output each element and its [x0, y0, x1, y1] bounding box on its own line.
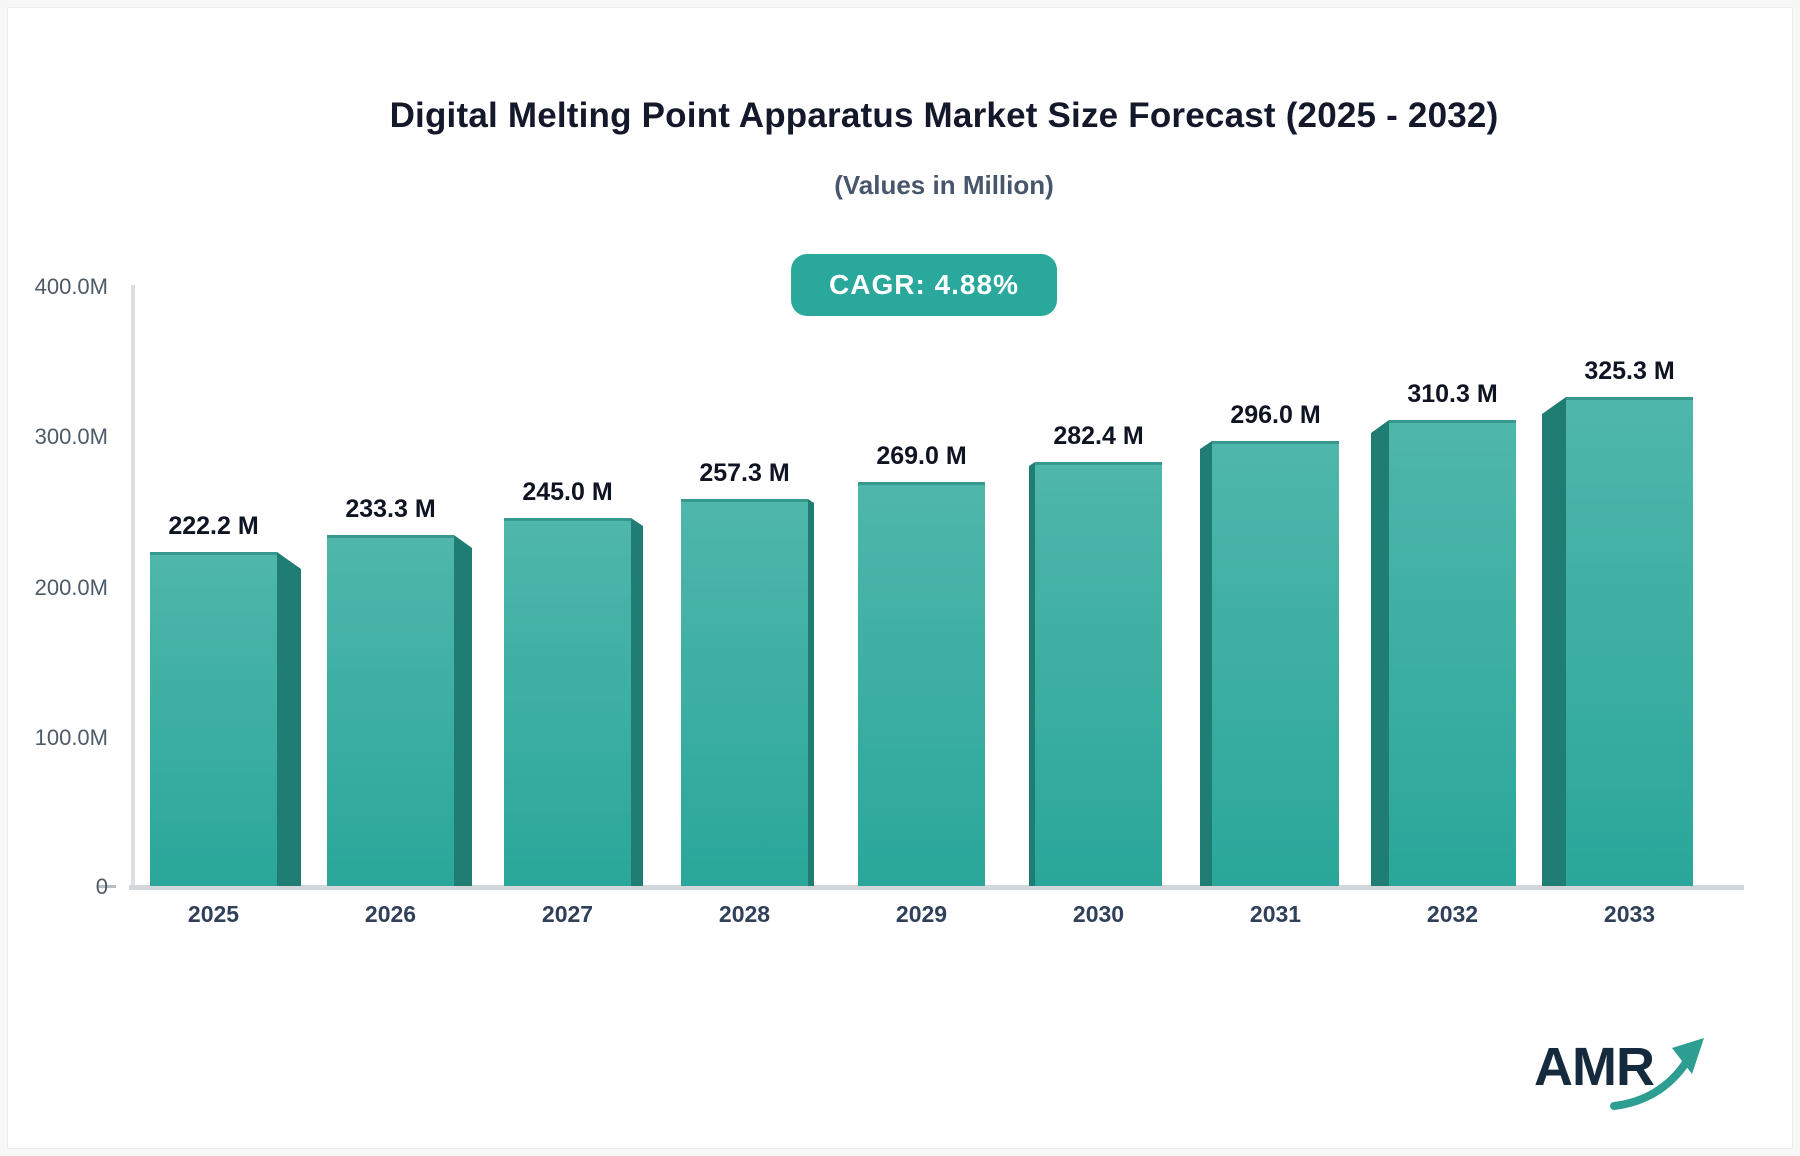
bar-side-face	[631, 518, 643, 886]
bar-value-label: 233.3 M	[345, 495, 436, 523]
bar	[1389, 420, 1516, 886]
y-axis-line	[131, 285, 135, 888]
bar	[681, 499, 808, 886]
y-axis-label: 100.0M	[34, 724, 108, 750]
bar-value-label: 282.4 M	[1053, 422, 1144, 450]
x-axis-line	[129, 885, 1744, 890]
y-axis-label: 0	[95, 874, 108, 899]
amr-logo: AMR	[1534, 1036, 1714, 1116]
cagr-badge: CAGR: 4.88%	[791, 254, 1057, 316]
x-axis-label: 2027	[541, 901, 594, 927]
x-axis-label: 2028	[718, 901, 771, 927]
zero-tick-mark	[97, 885, 116, 888]
growth-arrow-icon	[1610, 1038, 1704, 1110]
bar	[1035, 462, 1162, 886]
bar	[858, 482, 985, 886]
bar-value-label: 257.3 M	[699, 459, 790, 487]
x-axis-label: 2030	[1072, 901, 1125, 927]
x-axis-label: 2031	[1249, 901, 1302, 927]
bar	[1212, 441, 1339, 886]
bar-side-face	[454, 535, 472, 886]
bar	[504, 518, 631, 886]
bar-side-face	[1542, 397, 1566, 886]
chart-subtitle: (Values in Million)	[834, 170, 1054, 200]
bar	[1566, 397, 1693, 886]
x-axis-label: 2029	[895, 901, 948, 927]
bar-value-label: 269.0 M	[876, 442, 967, 470]
logo-text: AMR	[1534, 1037, 1655, 1097]
bar-side-face	[1371, 420, 1389, 886]
bar-side-face	[808, 499, 814, 886]
bar	[327, 535, 454, 886]
bar-value-label: 310.3 M	[1407, 380, 1498, 408]
bar-value-label: 245.0 M	[522, 478, 613, 506]
bar-value-label: 222.2 M	[168, 512, 259, 540]
y-axis-label: 300.0M	[34, 424, 108, 450]
bar-side-face	[1200, 441, 1212, 886]
y-axis-label: 400.0M	[34, 274, 108, 299]
x-axis-label: 2033	[1603, 901, 1656, 927]
y-axis-label: 200.0M	[34, 574, 108, 600]
x-axis-label: 2032	[1426, 901, 1479, 927]
bar-value-label: 296.0 M	[1230, 401, 1321, 429]
bar-value-label: 325.3 M	[1584, 357, 1675, 385]
bar-side-face	[277, 552, 301, 886]
bar	[150, 552, 277, 886]
bar-side-face	[1029, 462, 1035, 886]
chart-title: Digital Melting Point Apparatus Market S…	[389, 96, 1499, 135]
x-axis-label: 2026	[364, 901, 417, 927]
x-axis-label: 2025	[187, 901, 240, 927]
